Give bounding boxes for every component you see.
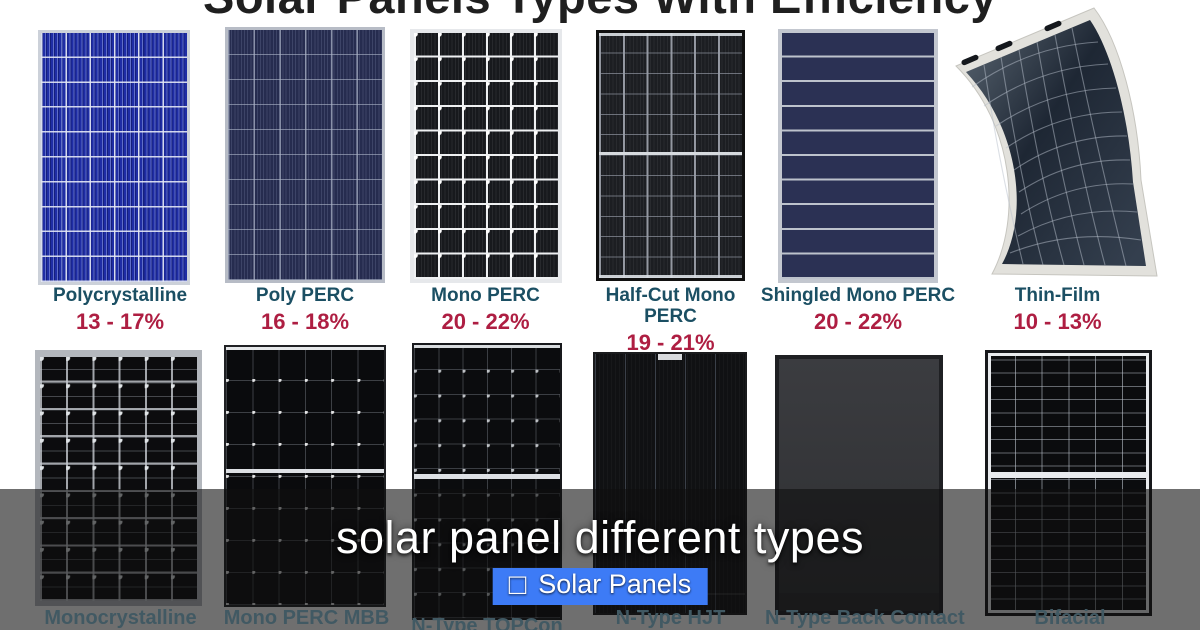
image-caption: solar panel different types	[336, 512, 864, 563]
panel-efficiency: 19 - 21%	[626, 329, 715, 355]
panel-image-polycrystalline	[38, 30, 190, 285]
panel-caption: Thin-Film 10 - 13%	[955, 285, 1160, 334]
panel-name: Monocrystalline	[44, 607, 197, 629]
panel-caption: Poly PERC 16 - 18%	[215, 285, 395, 334]
caption-overlay-scrim	[0, 489, 1200, 630]
panel-name: Bifacial	[1034, 607, 1106, 629]
panel-name: Mono PERC	[431, 285, 540, 306]
panel-efficiency: 10 - 13%	[1013, 308, 1102, 334]
panel-image-mono-perc	[410, 29, 562, 283]
panel-name: Poly PERC	[255, 285, 355, 306]
panel-name: N-Type TOPCon	[411, 615, 563, 630]
panel-name: Shingled Mono PERC	[760, 285, 956, 306]
panel-caption: Half-Cut Mono PERC 19 - 21%	[578, 285, 763, 355]
panel-name: Thin-Film	[1014, 285, 1101, 306]
panel-caption: Mono PERC 20 - 22%	[393, 285, 578, 334]
panel-name: Polycrystalline	[52, 285, 188, 306]
panel-name: Mono PERC MBB	[223, 607, 390, 629]
panel-name: N-Type HJT	[615, 607, 726, 629]
panel-image-half-cut-mono-perc	[596, 30, 745, 281]
panel-image-thin-film	[955, 7, 1158, 277]
panel-name: N-Type Back Contact	[765, 607, 965, 629]
category-badge[interactable]: □ Solar Panels	[492, 568, 708, 605]
page-title: Solar Panels Types With Efficiency	[0, 0, 1200, 24]
panel-efficiency: 20 - 22%	[813, 308, 903, 334]
placeholder-glyph-icon: □	[508, 569, 527, 601]
panel-image-poly-perc	[225, 27, 385, 283]
panel-name: Half-Cut Mono PERC	[605, 285, 736, 327]
panel-image-shingled-mono-perc	[778, 29, 938, 283]
category-badge-label: Solar Panels	[538, 569, 692, 599]
panel-efficiency: 16 - 18%	[260, 308, 350, 334]
panel-caption: Shingled Mono PERC 20 - 22%	[758, 285, 958, 334]
panel-caption: Polycrystalline 13 - 17%	[25, 285, 215, 334]
panel-efficiency: 13 - 17%	[75, 308, 165, 334]
panel-efficiency: 20 - 22%	[441, 308, 530, 334]
